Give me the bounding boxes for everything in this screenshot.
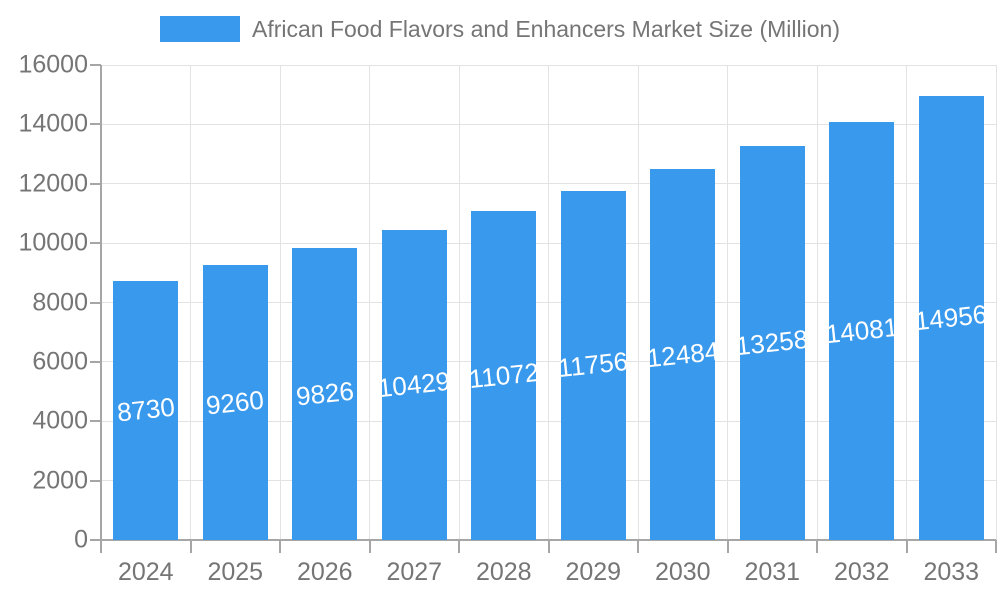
bar-2026[interactable] <box>292 248 358 540</box>
x-axis-label-2026: 2026 <box>296 558 353 586</box>
x-axis-tick <box>905 540 908 553</box>
y-axis-label: 6000 <box>32 347 88 376</box>
x-axis-tick <box>637 540 639 553</box>
x-axis-line <box>90 539 996 541</box>
gridline-vertical <box>458 65 460 540</box>
bar-2033[interactable] <box>918 95 984 540</box>
x-axis-label-2029: 2029 <box>565 558 622 586</box>
y-axis-label: 0 <box>74 525 88 554</box>
gridline-vertical <box>727 65 728 540</box>
x-axis-tick <box>726 540 729 553</box>
x-axis-label-2025: 2025 <box>207 558 264 586</box>
x-axis-tick <box>368 540 371 553</box>
gridline-vertical <box>190 65 191 540</box>
x-axis-label-2024: 2024 <box>117 558 174 586</box>
x-axis-label-2028: 2028 <box>475 558 532 586</box>
legend[interactable]: African Food Flavors and Enhancers Marke… <box>0 14 1000 44</box>
gridline-vertical <box>816 65 818 540</box>
bar-2030[interactable] <box>650 169 716 540</box>
y-axis-tick <box>90 182 101 185</box>
y-axis-tick <box>90 64 101 66</box>
y-axis-tick <box>90 301 101 304</box>
y-axis-label: 12000 <box>18 169 88 198</box>
bar-2028[interactable] <box>471 211 537 540</box>
bar-2031[interactable] <box>739 146 805 540</box>
gridline-vertical <box>995 65 997 540</box>
legend-swatch <box>159 16 240 42</box>
x-axis-tick <box>547 540 550 553</box>
y-axis-tick <box>90 479 101 482</box>
y-axis-label: 2000 <box>32 466 88 495</box>
y-axis-label: 16000 <box>18 50 88 79</box>
x-axis-tick <box>189 540 192 553</box>
bar-2032[interactable] <box>829 121 895 540</box>
x-axis-tick <box>279 540 281 553</box>
x-axis-tick <box>995 540 997 553</box>
gridline-vertical <box>279 65 281 540</box>
y-axis-line <box>100 65 102 553</box>
x-axis-tick <box>458 540 460 553</box>
bar-2027[interactable] <box>381 230 447 540</box>
gridline-vertical <box>906 65 907 540</box>
x-axis-label-2033: 2033 <box>923 558 980 586</box>
bar-2029[interactable] <box>560 190 626 540</box>
x-axis-label-2032: 2032 <box>833 558 890 586</box>
bar-2025[interactable] <box>202 265 268 540</box>
x-axis-label-2030: 2030 <box>654 558 711 586</box>
y-axis-label: 10000 <box>18 228 88 257</box>
y-axis-label: 8000 <box>32 288 88 316</box>
x-axis-label-2027: 2027 <box>386 558 443 586</box>
gridline-vertical <box>548 65 549 540</box>
chart-title: African Food Flavors and Enhancers Marke… <box>251 16 840 42</box>
bar-2024[interactable] <box>113 280 179 540</box>
y-axis-label: 14000 <box>18 109 88 138</box>
x-axis-label-2031: 2031 <box>744 558 801 586</box>
y-axis-tick <box>90 123 101 126</box>
y-axis-tick <box>90 360 101 363</box>
y-axis-label: 4000 <box>32 406 88 435</box>
gridline-vertical <box>369 65 370 540</box>
gridline-vertical <box>637 65 639 540</box>
y-axis-tick <box>90 242 101 245</box>
x-axis-tick <box>816 540 818 553</box>
y-axis-tick <box>90 420 101 423</box>
